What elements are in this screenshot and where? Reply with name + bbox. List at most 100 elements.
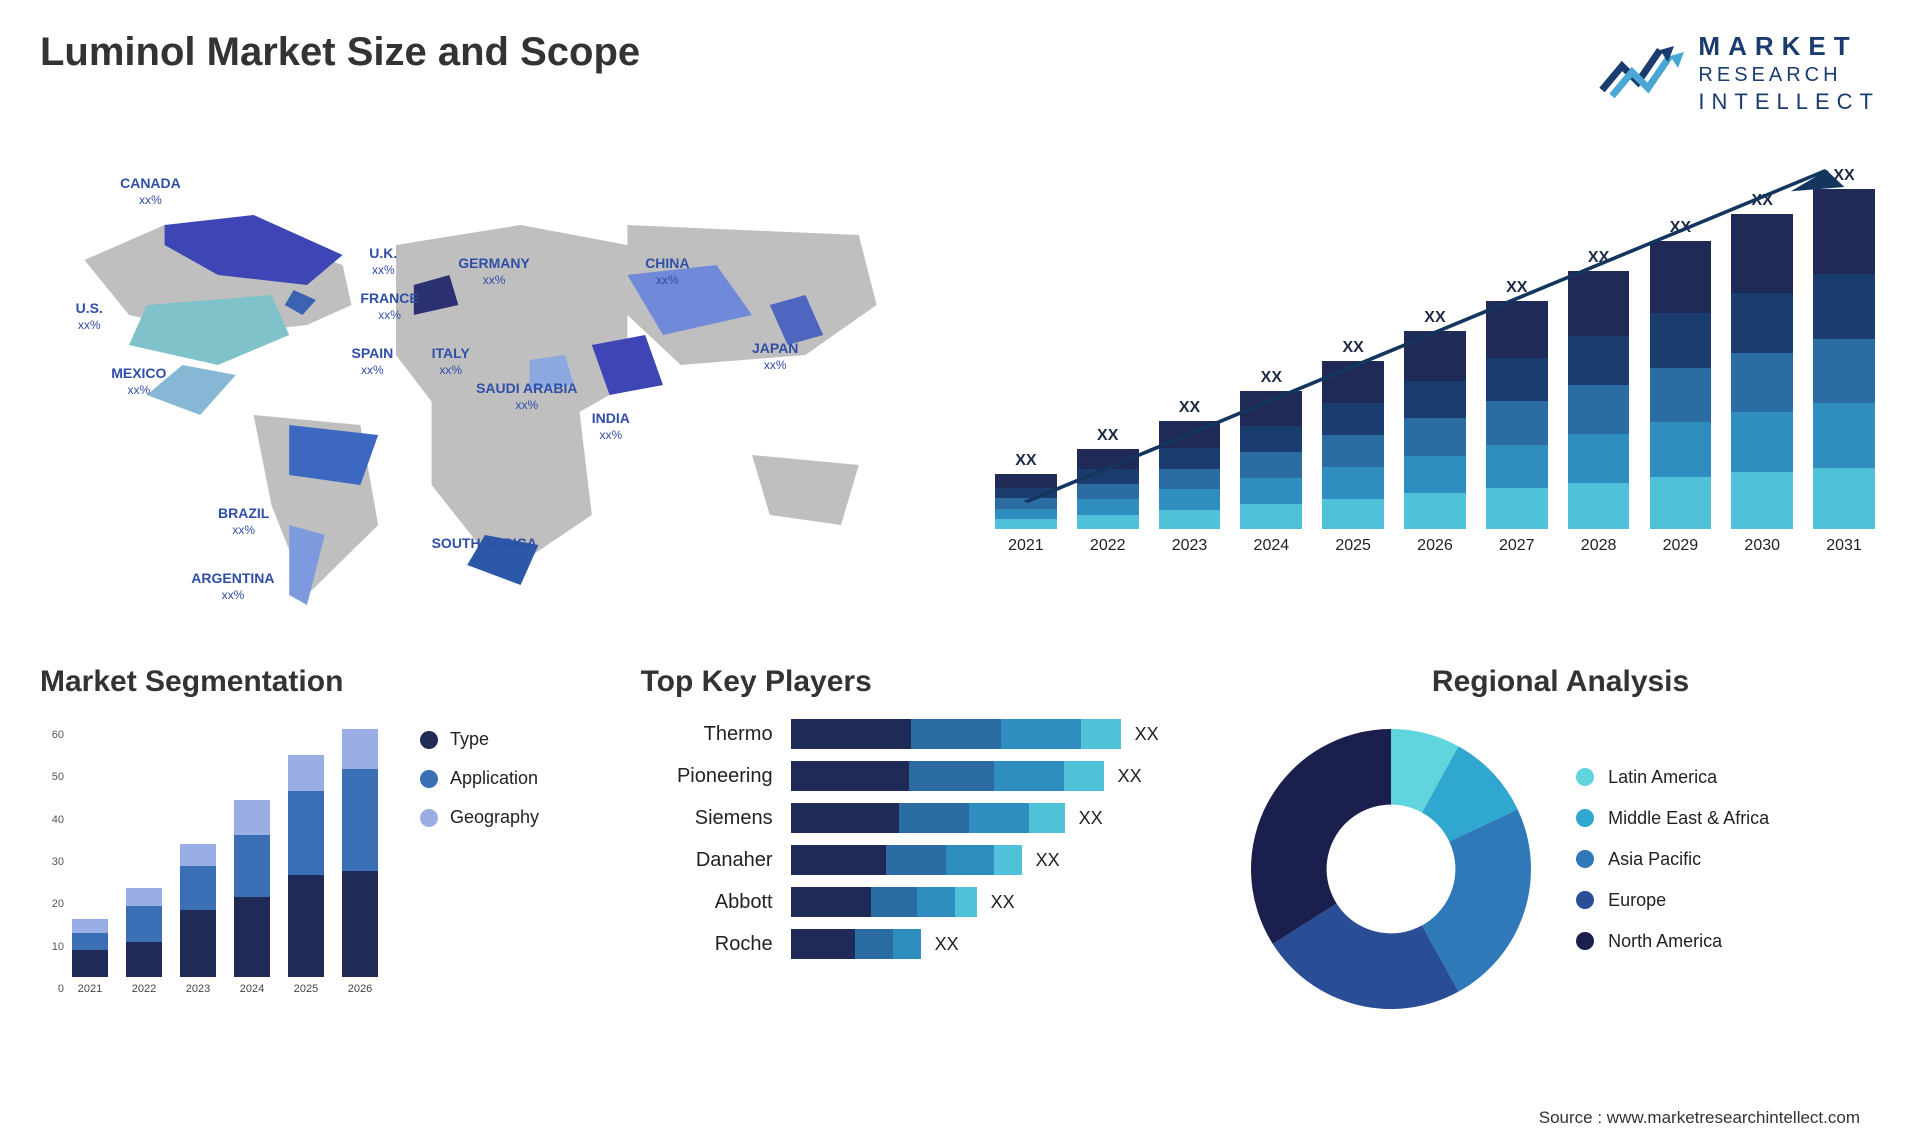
seg-bar-2025: 2025 — [286, 755, 326, 995]
growth-bar-2029: XX 2029 — [1645, 219, 1717, 555]
kp-row-pioneering: Pioneering XX — [641, 761, 1197, 791]
regional-title: Regional Analysis — [1241, 665, 1880, 699]
kp-value: XX — [1135, 724, 1159, 745]
growth-bar-value: XX — [1506, 279, 1527, 297]
map-label-argentina: ARGENTINAxx% — [191, 570, 274, 603]
logo-line3: INTELLECT — [1698, 88, 1880, 116]
map-label-south-africa: SOUTH AFRICAxx% — [432, 535, 537, 568]
kp-row-danaher: Danaher XX — [641, 845, 1197, 875]
growth-bar-year: 2027 — [1499, 537, 1535, 555]
growth-bar-value: XX — [1342, 339, 1363, 357]
growth-bar-year: 2031 — [1826, 537, 1862, 555]
growth-bar-2028: XX 2028 — [1563, 249, 1635, 555]
growth-bar-value: XX — [1424, 309, 1445, 327]
kp-row-thermo: Thermo XX — [641, 719, 1197, 749]
kp-name: Siemens — [641, 807, 791, 830]
growth-bar-2030: XX 2030 — [1726, 192, 1798, 555]
reg-legend-north-america: North America — [1576, 931, 1769, 952]
growth-bar-value: XX — [1179, 399, 1200, 417]
segmentation-chart: 6050403020100 202120222023202420252026 — [40, 719, 380, 1019]
map-label-u-s-: U.S.xx% — [76, 300, 103, 333]
growth-bar-2027: XX 2027 — [1481, 279, 1553, 555]
kp-value: XX — [991, 892, 1015, 913]
regional-legend: Latin America Middle East & Africa Asia Pa… — [1576, 767, 1769, 972]
growth-bar-value: XX — [1097, 427, 1118, 445]
growth-bar-year: 2022 — [1090, 537, 1126, 555]
map-label-mexico: MEXICOxx% — [111, 365, 166, 398]
page-title: Luminol Market Size and Scope — [40, 30, 640, 75]
map-label-china: CHINAxx% — [645, 255, 689, 288]
reg-legend-europe: Europe — [1576, 890, 1769, 911]
growth-bar-year: 2026 — [1417, 537, 1453, 555]
seg-legend-geography: Geography — [420, 807, 539, 828]
logo-line1: MARKET — [1698, 30, 1880, 63]
seg-bar-2022: 2022 — [124, 888, 164, 995]
growth-bar-year: 2024 — [1254, 537, 1290, 555]
regional-panel: Regional Analysis Latin America Middle Ea… — [1241, 665, 1880, 1075]
growth-bar-2021: XX 2021 — [990, 452, 1062, 555]
seg-bar-2021: 2021 — [70, 919, 110, 995]
growth-bar-year: 2030 — [1744, 537, 1780, 555]
kp-value: XX — [1118, 766, 1142, 787]
key-players-title: Top Key Players — [641, 665, 1197, 699]
growth-bar-year: 2021 — [1008, 537, 1044, 555]
segmentation-legend: Type Application Geography — [420, 729, 539, 846]
map-label-japan: JAPANxx% — [752, 340, 798, 373]
growth-bar-year: 2023 — [1172, 537, 1208, 555]
growth-bar-value: XX — [1588, 249, 1609, 267]
key-players-panel: Top Key Players ThermoXXPioneeringXXSiem… — [641, 665, 1197, 1075]
growth-bar-2023: XX 2023 — [1154, 399, 1226, 555]
kp-name: Thermo — [641, 723, 791, 746]
map-label-brazil: BRAZILxx% — [218, 505, 269, 538]
growth-bar-year: 2025 — [1335, 537, 1371, 555]
regional-donut — [1241, 719, 1541, 1019]
growth-chart-panel: XX 2021 XX 2022 XX 2023 XX 2024 XX 2025 XX 2026 XX 20… — [990, 135, 1880, 635]
reg-legend-latin-america: Latin America — [1576, 767, 1769, 788]
donut-slice-north-america — [1251, 729, 1391, 944]
growth-bar-value: XX — [1833, 167, 1854, 185]
logo-icon — [1598, 38, 1684, 108]
growth-bar-2031: XX 2031 — [1808, 167, 1880, 555]
map-label-india: INDIAxx% — [592, 410, 630, 443]
map-label-germany: GERMANYxx% — [458, 255, 530, 288]
kp-row-siemens: Siemens XX — [641, 803, 1197, 833]
kp-value: XX — [1079, 808, 1103, 829]
reg-legend-middle-east-africa: Middle East & Africa — [1576, 808, 1769, 829]
kp-name: Pioneering — [641, 765, 791, 788]
map-label-u-k-: U.K.xx% — [369, 245, 397, 278]
source-line: Source : www.marketresearchintellect.com — [1539, 1108, 1860, 1128]
growth-bar-value: XX — [1752, 192, 1773, 210]
reg-legend-asia-pacific: Asia Pacific — [1576, 849, 1769, 870]
key-players-chart: ThermoXXPioneeringXXSiemensXXDanaherXXAb… — [641, 719, 1197, 959]
seg-legend-application: Application — [420, 768, 539, 789]
growth-bar-year: 2028 — [1581, 537, 1617, 555]
map-label-italy: ITALYxx% — [432, 345, 470, 378]
kp-value: XX — [1036, 850, 1060, 871]
map-label-canada: CANADAxx% — [120, 175, 181, 208]
growth-bar-year: 2029 — [1663, 537, 1699, 555]
growth-bar-2024: XX 2024 — [1235, 369, 1307, 555]
kp-row-abbott: Abbott XX — [641, 887, 1197, 917]
kp-row-roche: Roche XX — [641, 929, 1197, 959]
map-label-spain: SPAINxx% — [352, 345, 394, 378]
growth-bar-value: XX — [1015, 452, 1036, 470]
kp-name: Danaher — [641, 849, 791, 872]
kp-value: XX — [935, 934, 959, 955]
world-map-panel: CANADAxx% U.S.xx% MEXICOxx% BRAZILxx% ARGENT… — [40, 135, 930, 635]
map-label-saudi-arabia: SAUDI ARABIAxx% — [476, 380, 577, 413]
map-label-france: FRANCExx% — [360, 290, 418, 323]
growth-bar-2026: XX 2026 — [1399, 309, 1471, 555]
segmentation-panel: Market Segmentation 6050403020100 202120… — [40, 665, 596, 1075]
kp-name: Abbott — [641, 891, 791, 914]
growth-bar-value: XX — [1670, 219, 1691, 237]
brand-logo: MARKET RESEARCH INTELLECT — [1598, 30, 1880, 115]
seg-legend-type: Type — [420, 729, 539, 750]
growth-bar-2022: XX 2022 — [1072, 427, 1144, 555]
growth-bar-2025: XX 2025 — [1317, 339, 1389, 555]
growth-bar-value: XX — [1261, 369, 1282, 387]
seg-bar-2026: 2026 — [340, 729, 380, 995]
logo-line2: RESEARCH — [1698, 63, 1880, 88]
seg-bar-2024: 2024 — [232, 800, 272, 995]
growth-bars: XX 2021 XX 2022 XX 2023 XX 2024 XX 2025 XX 2026 XX 20… — [990, 175, 1880, 555]
kp-name: Roche — [641, 933, 791, 956]
